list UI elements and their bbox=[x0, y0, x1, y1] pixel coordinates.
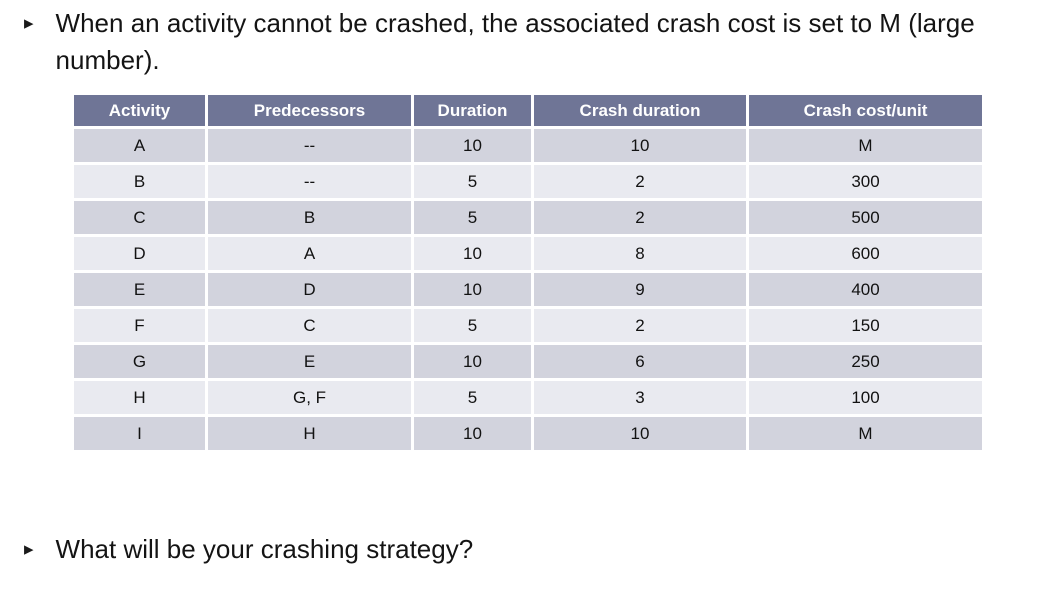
table-cell: 10 bbox=[531, 126, 749, 165]
table-cell: 100 bbox=[746, 378, 985, 417]
table-row: C B 5 2 500 bbox=[71, 198, 985, 237]
bullet-triangle-icon: ▸ bbox=[24, 539, 34, 560]
table-cell: 5 bbox=[411, 378, 534, 417]
table-cell: D bbox=[205, 270, 414, 309]
table-cell: 600 bbox=[746, 234, 985, 273]
table-cell: 10 bbox=[411, 126, 534, 165]
table-cell: 8 bbox=[531, 234, 749, 273]
table-cell: C bbox=[71, 198, 208, 237]
table-cell: C bbox=[205, 306, 414, 345]
table-cell: M bbox=[746, 414, 985, 453]
table-cell: B bbox=[205, 198, 414, 237]
table-cell: 10 bbox=[411, 270, 534, 309]
table-cell: E bbox=[205, 342, 414, 381]
table-cell: E bbox=[71, 270, 208, 309]
bullet-point-crash-cost: ▸ When an activity cannot be crashed, th… bbox=[24, 5, 1029, 79]
table-row: B -- 5 2 300 bbox=[71, 162, 985, 201]
bullet-point-strategy-question: ▸ What will be your crashing strategy? bbox=[24, 531, 924, 568]
table-cell: 300 bbox=[746, 162, 985, 201]
table-row: A -- 10 10 M bbox=[71, 126, 985, 165]
table-cell: 2 bbox=[531, 162, 749, 201]
table-row: F C 5 2 150 bbox=[71, 306, 985, 345]
table-cell: 10 bbox=[411, 234, 534, 273]
table-cell: 250 bbox=[746, 342, 985, 381]
table-cell: H bbox=[205, 414, 414, 453]
table-cell: 2 bbox=[531, 198, 749, 237]
header-crash-duration: Crash duration bbox=[531, 92, 749, 129]
table-cell: 10 bbox=[411, 414, 534, 453]
table-cell: 5 bbox=[411, 162, 534, 201]
table-cell: G, F bbox=[205, 378, 414, 417]
table-cell: 150 bbox=[746, 306, 985, 345]
header-activity: Activity bbox=[71, 92, 208, 129]
table-cell: H bbox=[71, 378, 208, 417]
table-cell: 6 bbox=[531, 342, 749, 381]
table-cell: 10 bbox=[531, 414, 749, 453]
table-row: I H 10 10 M bbox=[71, 414, 985, 453]
table-cell: B bbox=[71, 162, 208, 201]
bullet-text-crash-cost: When an activity cannot be crashed, the … bbox=[55, 8, 975, 75]
table-cell: 500 bbox=[746, 198, 985, 237]
activity-crash-table: Activity Predecessors Duration Crash dur… bbox=[71, 92, 985, 453]
table-cell: D bbox=[71, 234, 208, 273]
table-cell: 5 bbox=[411, 198, 534, 237]
table-row: D A 10 8 600 bbox=[71, 234, 985, 273]
header-duration: Duration bbox=[411, 92, 534, 129]
table-cell: -- bbox=[205, 126, 414, 165]
table-row: E D 10 9 400 bbox=[71, 270, 985, 309]
table-cell: 10 bbox=[411, 342, 534, 381]
table-cell: 400 bbox=[746, 270, 985, 309]
table-cell: F bbox=[71, 306, 208, 345]
table-cell: A bbox=[205, 234, 414, 273]
table-cell: 2 bbox=[531, 306, 749, 345]
table-cell: I bbox=[71, 414, 208, 453]
table-cell: A bbox=[71, 126, 208, 165]
bullet-triangle-icon: ▸ bbox=[24, 13, 34, 34]
activity-crash-table-container: Activity Predecessors Duration Crash dur… bbox=[71, 92, 985, 453]
header-predecessors: Predecessors bbox=[205, 92, 414, 129]
table-cell: 3 bbox=[531, 378, 749, 417]
table-row: G E 10 6 250 bbox=[71, 342, 985, 381]
table-body: A -- 10 10 M B -- 5 2 300 C B 5 2 500 D A 10 8 600 E D 10 9 400 F… bbox=[71, 126, 985, 453]
table-cell: 5 bbox=[411, 306, 534, 345]
bullet-text-strategy-question: What will be your crashing strategy? bbox=[55, 534, 474, 564]
table-row: H G, F 5 3 100 bbox=[71, 378, 985, 417]
table-cell: -- bbox=[205, 162, 414, 201]
table-cell: G bbox=[71, 342, 208, 381]
header-crash-cost-unit: Crash cost/unit bbox=[746, 92, 985, 129]
table-cell: M bbox=[746, 126, 985, 165]
table-cell: 9 bbox=[531, 270, 749, 309]
table-header-row: Activity Predecessors Duration Crash dur… bbox=[71, 92, 985, 129]
